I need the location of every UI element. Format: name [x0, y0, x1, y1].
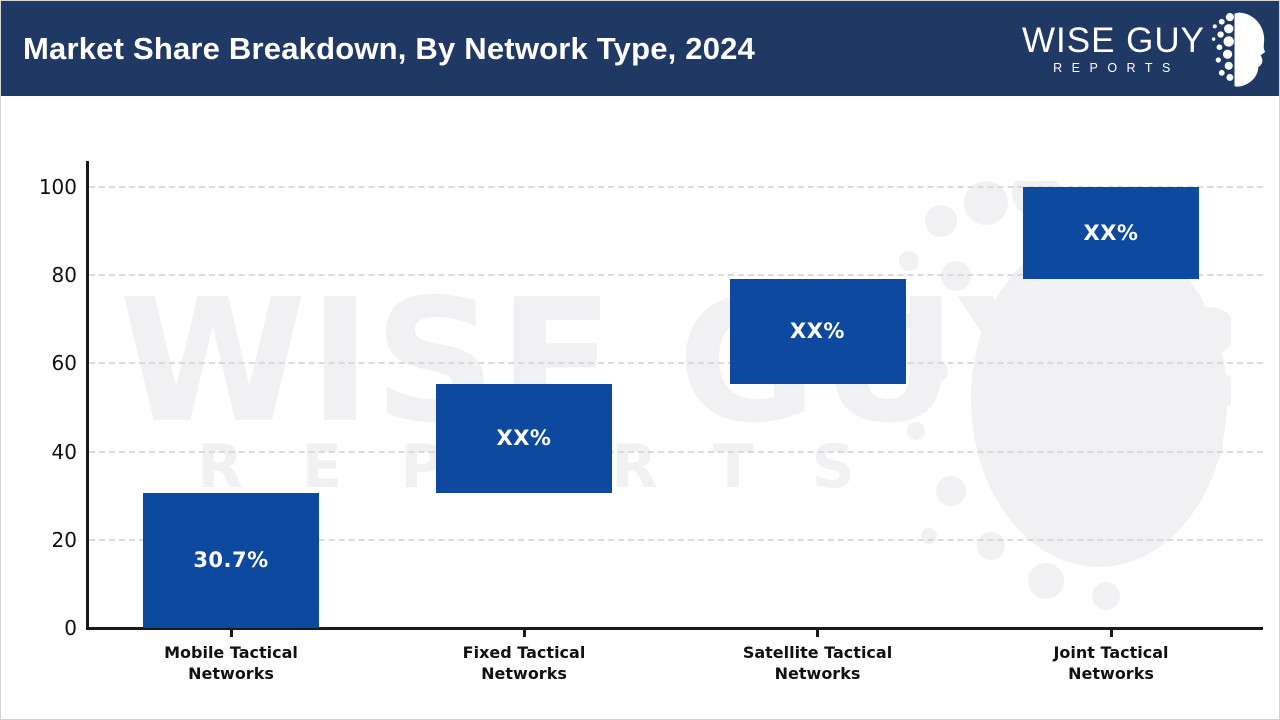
bar: 30.7% [143, 492, 319, 628]
gridline [89, 186, 1263, 188]
gridline [89, 450, 1263, 453]
gridline [89, 362, 1263, 365]
logo-face-icon [1211, 11, 1266, 87]
x-category-label-line: Networks [1068, 664, 1154, 683]
y-tick-label: 20 [51, 527, 77, 552]
bar-value-label: 30.7% [193, 548, 269, 573]
x-category-label: Satellite Tactical Networks [698, 642, 938, 684]
x-tick-mark [229, 630, 233, 637]
y-tick-label: 100 [38, 175, 77, 199]
x-category-label-line: Satellite Tactical [742, 643, 893, 662]
y-tick-label: 40 [51, 439, 77, 464]
bar-value-label: XX% [1083, 220, 1139, 245]
logo-wordmark: WISE GUY REPORTS [1022, 23, 1205, 75]
x-axis [86, 627, 1263, 630]
y-tick-label: 80 [51, 263, 77, 288]
y-tick-label: 0 [64, 616, 77, 640]
x-category-label: Joint Tactical Networks [991, 642, 1231, 684]
x-category-label-line: Fixed Tactical [462, 643, 586, 662]
x-tick-mark [816, 630, 819, 637]
bar-value-label: XX% [496, 426, 552, 451]
gridline [89, 274, 1263, 277]
gridline [89, 538, 1263, 541]
x-category-label-line: Networks [774, 664, 861, 683]
x-category-label: Mobile Tactical Networks [111, 642, 351, 684]
y-axis [86, 161, 89, 630]
x-tick-mark [1109, 630, 1113, 637]
bar: XX% [1023, 187, 1199, 279]
x-category-label-line: Joint Tactical [1053, 643, 1169, 662]
logo-wordmark-line1: WISE GUY [1021, 20, 1205, 60]
x-tick-mark [522, 630, 526, 637]
bar-value-label: XX% [790, 319, 845, 344]
bar: XX% [436, 384, 612, 493]
header: Market Share Breakdown, By Network Type,… [1, 1, 1279, 96]
page-title: Market Share Breakdown, By Network Type,… [23, 30, 756, 66]
logo-wordmark-line2: REPORTS [1053, 60, 1180, 75]
x-category-label-line: Networks [188, 664, 274, 683]
y-tick-label: 60 [51, 351, 77, 376]
x-category-label-line: Networks [481, 664, 567, 683]
x-category-label: Fixed Tactical Networks [404, 642, 644, 684]
brand-logo: WISE GUY REPORTS [1022, 9, 1267, 89]
x-category-label-line: Mobile Tactical [164, 643, 298, 662]
bar: XX% [729, 278, 906, 385]
